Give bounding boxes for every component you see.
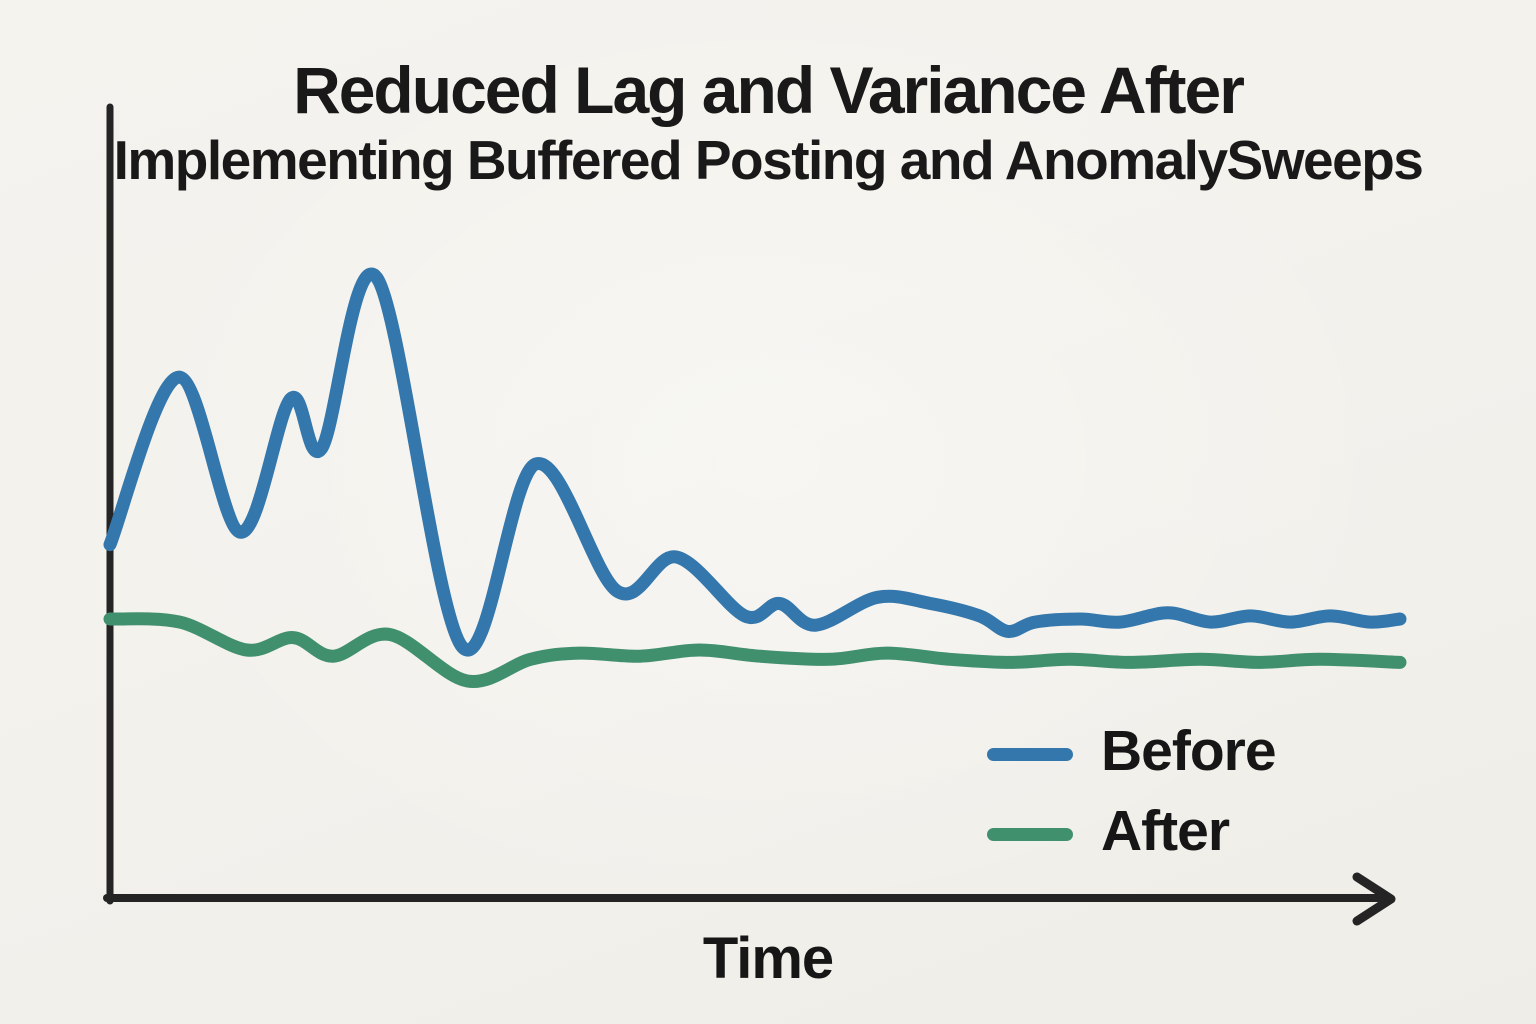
legend-item-before: Before bbox=[987, 718, 1277, 790]
legend-label-before: Before bbox=[1101, 718, 1277, 783]
chart-title-line2: Implementing Buffered Posting and Anomal… bbox=[113, 129, 1424, 191]
chart-title: Reduced Lag and Variance After Implement… bbox=[0, 52, 1536, 192]
after-swatch-icon bbox=[987, 827, 1073, 841]
chart-title-line1: Reduced Lag and Variance After bbox=[293, 53, 1245, 127]
after-line bbox=[103, 612, 1407, 688]
before-swatch-icon bbox=[987, 747, 1073, 761]
x-axis-arrow-icon bbox=[1352, 872, 1396, 926]
legend-label-after: After bbox=[1101, 798, 1230, 863]
x-axis-label: Time bbox=[702, 926, 834, 991]
legend-item-after: After bbox=[987, 798, 1276, 870]
before-line bbox=[103, 267, 1407, 657]
legend: Before After bbox=[987, 718, 1277, 870]
